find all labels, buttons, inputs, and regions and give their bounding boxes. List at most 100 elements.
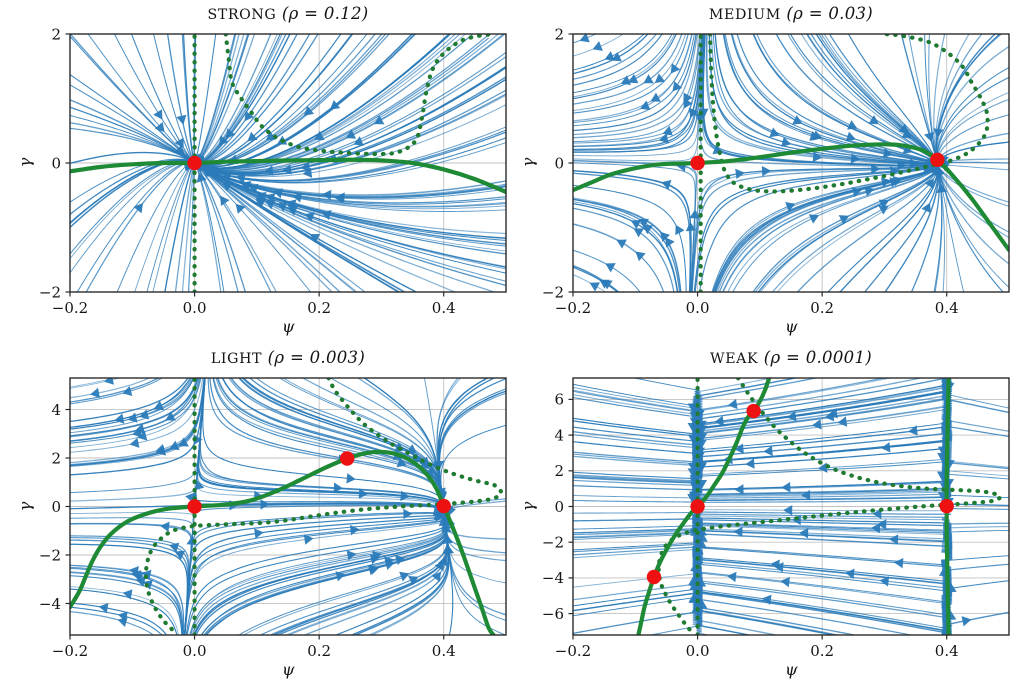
nullclines [70,378,501,635]
fixed-point-marker [746,404,760,418]
x-tick-label: 0.2 [810,642,834,660]
x-tick-label: 0.4 [432,299,456,317]
fixed-points [647,404,954,584]
y-tick-label: −2 [39,283,61,301]
panel-title-label: STRONG [207,7,276,23]
psi-nullcline-curve [659,378,1001,635]
fixed-point-marker [340,451,354,465]
x-tick-label: 0.4 [935,299,959,317]
y-tick-label: 0 [554,498,564,516]
x-tick-label: −0.2 [52,299,88,317]
x-tick-label: −0.2 [52,642,88,660]
y-tick-label: 6 [554,391,564,409]
axes-frame [573,378,1009,635]
fixed-point-marker [930,153,944,167]
nullclines [573,34,1009,292]
y-tick-label: −4 [542,569,564,587]
y-tick-label: 0 [554,154,564,172]
x-tick-label: 0.2 [307,642,331,660]
y-tick-label: 2 [51,25,61,43]
y-tick-label: 4 [51,401,61,419]
y-tick-label: 2 [554,25,564,43]
gamma-nullcline [573,144,1009,250]
axes-frame [70,378,506,635]
x-axis-label: ψ [785,660,798,679]
axes-frame [573,34,1009,292]
plot-background [573,34,1009,292]
y-tick-label: −2 [542,533,564,551]
plot-background [573,378,1009,635]
tick-labels: −0.2 0.0 0.2 0.4 −4 −2 0 2 4 [39,401,456,660]
y-tick-label: 2 [554,462,564,480]
x-tick-label: −0.2 [555,299,591,317]
streamlines [58,373,519,640]
fixed-points [187,451,451,513]
fixed-point-marker [187,499,201,513]
tick-labels: −0.2 0.0 0.2 0.4 −2 0 2 [39,25,456,317]
fixed-point-marker [187,156,201,170]
panel-title-label: LIGHT [211,351,262,367]
fixed-point-marker [690,499,704,513]
x-tick-label: 0.0 [686,299,710,317]
streamline-arrows [687,382,972,626]
fixed-points [690,153,944,171]
y-tick-label: −2 [39,546,61,564]
streamline-arrows [578,33,950,292]
y-axis-label: γ [16,152,35,174]
gridlines [70,378,506,635]
x-tick-label: 0.4 [432,642,456,660]
y-tick-label: 2 [51,449,61,467]
psi-nullcline-curve [226,34,494,154]
panel-title-parameter: (ρ = 0.003) [268,348,365,367]
panel-title-parameter: (ρ = 0.0001) [764,348,872,367]
x-axis-label: ψ [785,317,798,336]
y-axis-label: γ [16,495,35,517]
y-axis-label: γ [519,495,538,517]
y-tick-label: −4 [39,595,61,613]
nullclines [70,34,506,292]
y-tick-label: 0 [51,154,61,172]
streamlines [561,21,1018,305]
y-axis-label: γ [519,152,538,174]
panel-title-label: WEAK [710,351,758,367]
panel-title: LIGHT (ρ = 0.003) [30,348,546,367]
x-tick-label: 0.0 [183,642,207,660]
panel-title: STRONG (ρ = 0.12) [30,4,546,23]
x-tick-label: 0.0 [183,299,207,317]
fixed-point-marker [437,499,451,513]
y-tick-label: 0 [51,498,61,516]
gamma-nullcline [70,452,494,635]
streamlines [58,21,518,304]
gridlines [70,34,506,292]
gridlines [573,34,1009,292]
nullclines [638,378,1000,635]
panel-title-parameter: (ρ = 0.03) [786,4,873,23]
plot-background [70,378,506,635]
psi-nullcline-curve [710,34,988,191]
x-axis-label: ψ [282,660,295,679]
x-tick-label: 0.0 [686,642,710,660]
psi-nullcline-curve [146,378,501,630]
x-tick-label: 0.4 [935,642,959,660]
panel-title-parameter: (ρ = 0.12) [282,4,369,23]
x-axis-label: ψ [282,317,295,336]
tick-labels: −0.2 0.0 0.2 0.4 −2 0 2 [542,25,959,317]
y-tick-label: −2 [542,283,564,301]
streamline-arrows [89,375,456,627]
gamma-nullcline [638,378,769,635]
streamline-arrows [133,100,384,243]
panel-title-label: MEDIUM [709,7,781,23]
y-tick-label: −6 [542,605,564,623]
axes-frame [70,34,506,292]
x-tick-label: 0.2 [810,299,834,317]
fixed-point-marker [940,499,954,513]
fixed-points [187,156,201,170]
plot-background [70,34,506,292]
gamma-nullcline [947,378,949,635]
x-tick-label: 0.2 [307,299,331,317]
